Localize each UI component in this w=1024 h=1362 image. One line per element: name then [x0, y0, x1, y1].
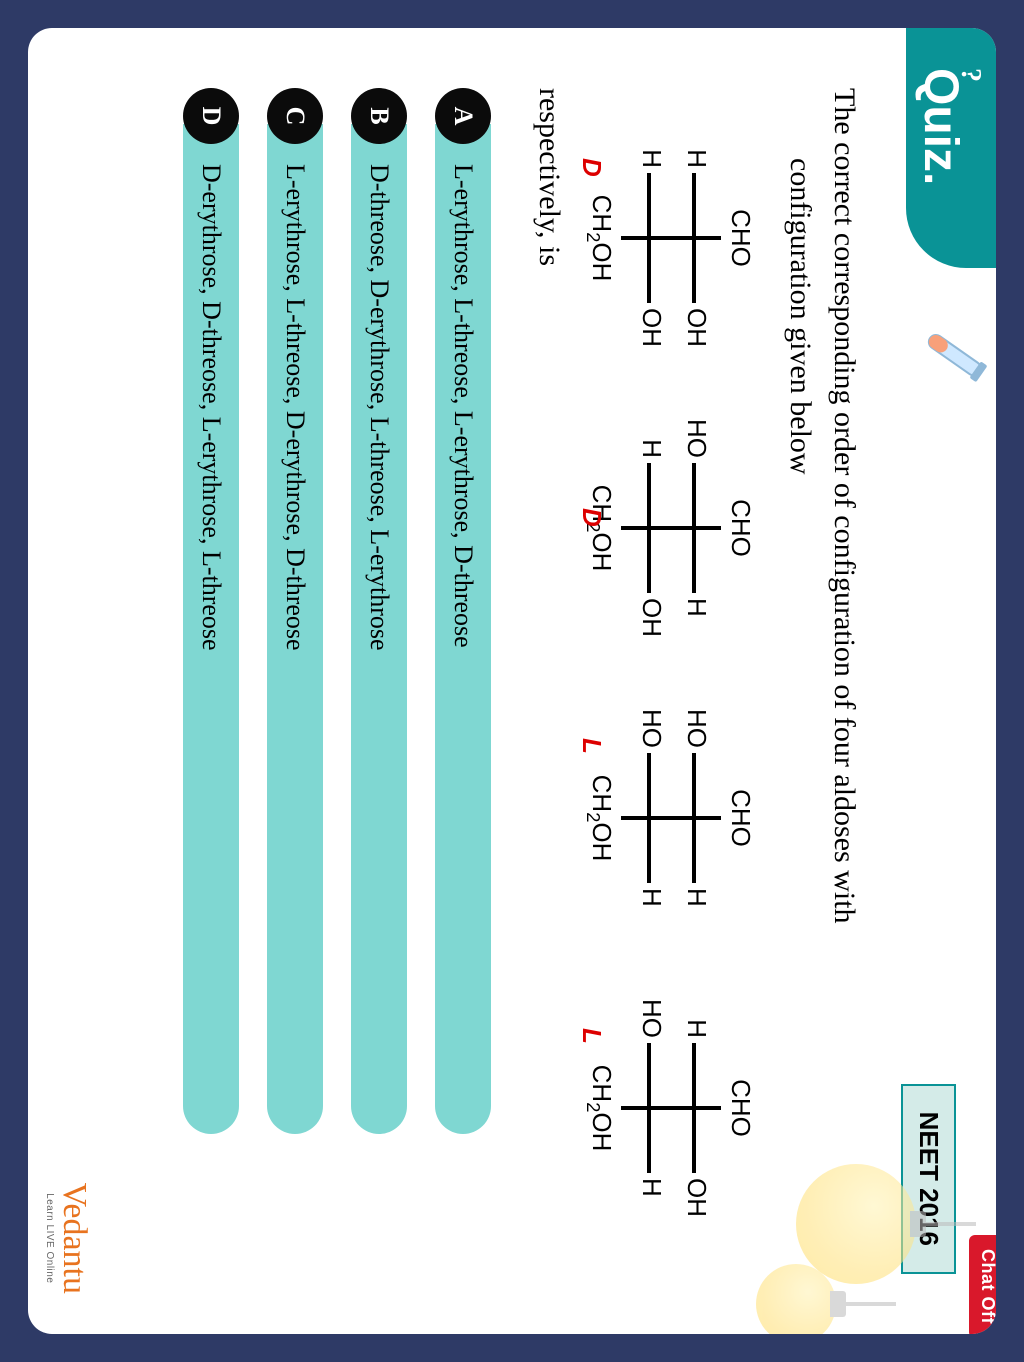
fischer-bottom-label: CH2OH	[582, 728, 617, 908]
answer-option-d[interactable]: DD-erythrose, D-threose, L-erythrose, L-…	[178, 88, 244, 1134]
option-letter-badge: D	[183, 88, 239, 144]
fischer-top-label: CHO	[725, 1018, 756, 1198]
answer-option-c[interactable]: CL-erythrose, L-threose, D-erythrose, D-…	[262, 88, 328, 1134]
question-suffix: respectively, is	[532, 88, 566, 266]
option-text: L-erythrose, L-threose, L-erythrose, D-t…	[435, 124, 491, 1134]
option-letter-badge: A	[435, 88, 491, 144]
fischer-backbone: HOHHOH	[621, 816, 721, 820]
fischer-backbone: HOHHOH	[621, 1106, 721, 1110]
fischer-bottom-label: CH2OH	[582, 438, 617, 618]
quiz-label: Quiz.	[919, 68, 962, 185]
brand-name: Vedantu	[55, 1183, 93, 1294]
brand-tagline: Learn LIVE Online	[44, 1183, 55, 1294]
option-text: D-erythrose, D-threose, L-erythrose, L-t…	[183, 124, 239, 1134]
question-text: The correct corresponding order of confi…	[779, 88, 866, 1274]
configuration-annotation: D	[576, 158, 607, 177]
fischer-projection-row: CHOHOHHOHCH2OHDCHOHOHHOHCH2OHDCHOHOHHOHC…	[582, 148, 756, 1198]
fischer-top-label: CHO	[725, 148, 756, 328]
chat-off-badge[interactable]: Chat Off	[969, 1235, 996, 1334]
fischer-backbone: HOHHOH	[621, 236, 721, 240]
fischer-projection: CHOHOHHOHCH2OHL	[582, 728, 756, 908]
fischer-backbone: HOHHOH	[621, 526, 721, 530]
option-text: D-threose, D-erythrose, L-threose, L-ery…	[351, 124, 407, 1134]
question-line: The correct corresponding order of confi…	[823, 88, 867, 1274]
option-letter-badge: B	[351, 88, 407, 144]
answer-option-b[interactable]: BD-threose, D-erythrose, L-threose, L-er…	[346, 88, 412, 1134]
fischer-bottom-label: CH2OH	[582, 1018, 617, 1198]
test-tube-icon	[883, 288, 996, 408]
quiz-card: Chat Off ? Quiz. NEET 2016 The correct c…	[28, 28, 996, 1334]
answer-option-a[interactable]: AL-erythrose, L-threose, L-erythrose, D-…	[430, 88, 496, 1134]
answer-options: AL-erythrose, L-threose, L-erythrose, D-…	[178, 88, 496, 1134]
quiz-heading-tab: ? Quiz.	[906, 28, 996, 268]
configuration-annotation: D	[576, 508, 607, 527]
lightbulb-icon	[756, 1264, 836, 1334]
fischer-top-label: CHO	[725, 438, 756, 618]
fischer-projection: CHOHOHHOHCH2OHD	[582, 148, 756, 328]
configuration-annotation: L	[576, 1028, 607, 1044]
option-letter-badge: C	[267, 88, 323, 144]
fischer-projection: CHOHOHHOHCH2OHD	[582, 438, 756, 618]
slide-frame: Chat Off ? Quiz. NEET 2016 The correct c…	[0, 0, 1024, 1362]
fischer-top-label: CHO	[725, 728, 756, 908]
question-line: configuration given below	[779, 158, 823, 1274]
brand-logo: Vedantu Learn LIVE Online	[44, 1183, 93, 1294]
configuration-annotation: L	[576, 738, 607, 754]
fischer-projection: CHOHOHHOHCH2OHL	[582, 1018, 756, 1198]
option-text: L-erythrose, L-threose, D-erythrose, D-t…	[267, 124, 323, 1134]
